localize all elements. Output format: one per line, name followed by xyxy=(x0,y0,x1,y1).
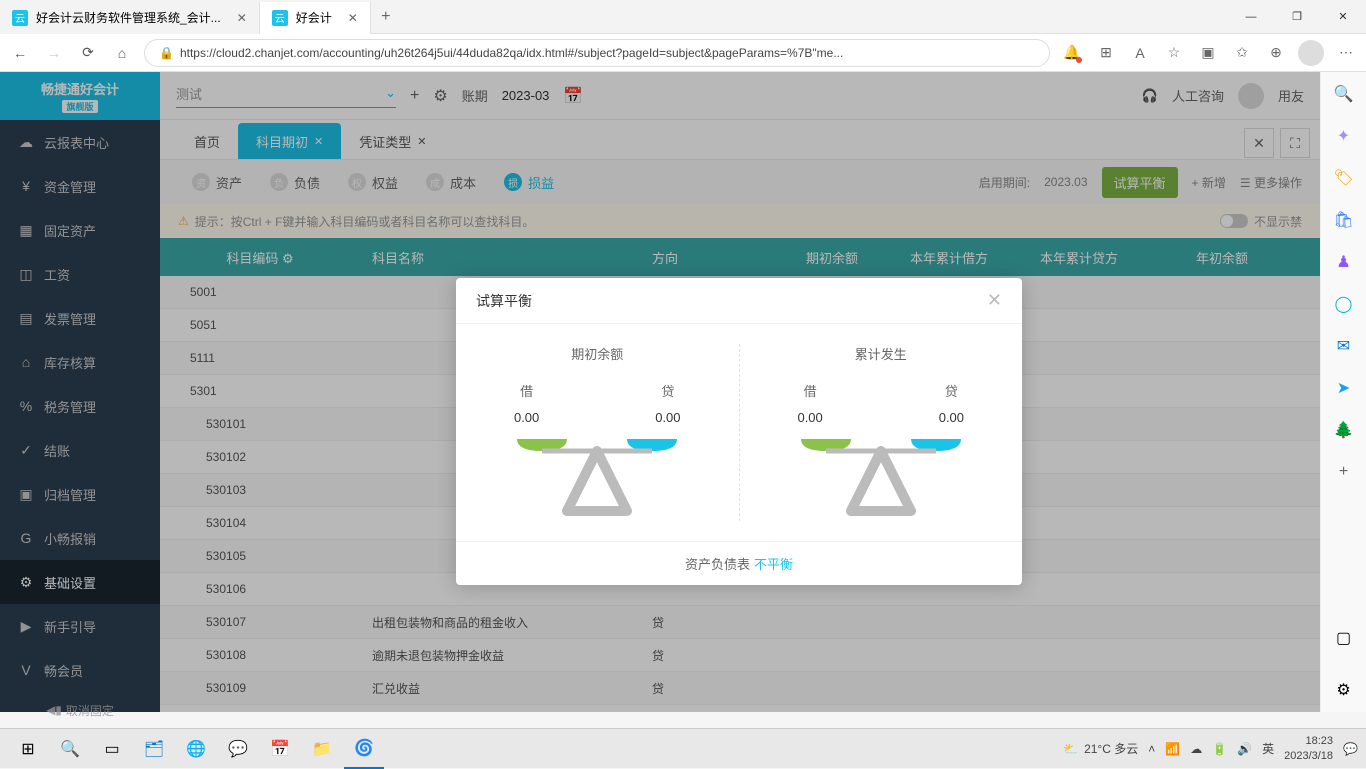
start-button[interactable]: ⊞ xyxy=(8,729,48,769)
more-icon[interactable]: ⋯ xyxy=(1334,41,1358,65)
tab-favicon: 云 xyxy=(272,10,288,26)
footer-text: 资产负债表 xyxy=(685,554,750,573)
address-bar[interactable]: 🔒 https://cloud2.chanjet.com/accounting/… xyxy=(144,39,1050,67)
debit-label: 借 xyxy=(520,381,533,400)
pane-title: 期初余额 xyxy=(571,344,623,363)
right-rail: 🔍 ✦ 🏷 🛍 ♟ ◯ ✉ ➤ 🌲 + ▢ ⚙ xyxy=(1320,72,1366,712)
date: 2023/3/18 xyxy=(1284,749,1333,763)
favorite-icon[interactable]: ☆ xyxy=(1162,41,1186,65)
tab-title: 好会计云财务软件管理系统_会计... xyxy=(36,9,221,26)
edge-icon[interactable]: 🌀 xyxy=(344,729,384,769)
cloud-icon[interactable]: ☁ xyxy=(1190,742,1202,756)
url-text: https://cloud2.chanjet.com/accounting/uh… xyxy=(180,46,843,60)
notification-icon[interactable]: 🔔 xyxy=(1060,41,1084,65)
wechat-icon[interactable]: 💬 xyxy=(218,729,258,769)
tray-chevron-icon[interactable]: ˄ xyxy=(1148,742,1155,756)
modal-body: 期初余额 借 贷 0.00 0.00 累计发生 借 贷 0 xyxy=(456,324,1022,541)
wifi-icon[interactable]: 📶 xyxy=(1165,742,1180,756)
sparkle-icon[interactable]: ✦ xyxy=(1332,124,1356,148)
shopping-icon[interactable]: 🛍 xyxy=(1332,208,1356,232)
cumulative-pane: 累计发生 借 贷 0.00 0.00 xyxy=(740,344,1023,521)
text-size-icon[interactable]: A xyxy=(1128,41,1152,65)
battery-icon[interactable]: 🔋 xyxy=(1212,742,1227,756)
calendar-icon[interactable]: 📅 xyxy=(260,729,300,769)
browser-tab-strip: 云 好会计云财务软件管理系统_会计... ✕ 云 好会计 ✕ + — ❐ ✕ xyxy=(0,0,1366,34)
chess-icon[interactable]: ♟ xyxy=(1332,250,1356,274)
outlook-icon[interactable]: ✉ xyxy=(1332,334,1356,358)
tag-icon[interactable]: 🏷 xyxy=(1332,166,1356,190)
tab-close-icon[interactable]: ✕ xyxy=(348,11,358,25)
debit-value: 0.00 xyxy=(514,410,539,425)
pane-title: 累计发生 xyxy=(855,344,907,363)
forward-button[interactable]: → xyxy=(42,41,66,65)
tab-favicon: 云 xyxy=(12,10,28,26)
debit-value: 0.00 xyxy=(797,410,822,425)
modal-close-button[interactable]: ✕ xyxy=(987,290,1002,311)
notification-center-icon[interactable]: 💬 xyxy=(1343,742,1358,756)
time: 18:23 xyxy=(1306,734,1334,748)
clock[interactable]: 18:23 2023/3/18 xyxy=(1284,734,1333,763)
unbalanced-link[interactable]: 不平衡 xyxy=(754,554,793,573)
circle-icon[interactable]: ◯ xyxy=(1332,292,1356,316)
lock-icon: 🔒 xyxy=(159,46,174,60)
balance-scale-icon xyxy=(771,431,991,521)
taskbar: ⊞ 🔍 ▭ 🗂 🌐 💬 📅 📁 🌀 ⛅ 21°C 多云 ˄ 📶 ☁ 🔋 🔊 英 … xyxy=(0,728,1366,768)
add-rail-icon[interactable]: + xyxy=(1332,460,1356,484)
debit-label: 借 xyxy=(804,381,817,400)
new-tab-button[interactable]: + xyxy=(371,8,401,26)
close-button[interactable]: ✕ xyxy=(1320,0,1366,34)
window-controls: — ❐ ✕ xyxy=(1228,0,1366,34)
minimize-button[interactable]: — xyxy=(1228,0,1274,34)
modal-header: 试算平衡 ✕ xyxy=(456,278,1022,324)
credit-label: 贷 xyxy=(661,381,674,400)
pane-values: 0.00 0.00 xyxy=(456,410,739,425)
tree-icon[interactable]: 🌲 xyxy=(1332,418,1356,442)
search-button[interactable]: 🔍 xyxy=(50,729,90,769)
back-button[interactable]: ← xyxy=(8,41,32,65)
trial-balance-modal: 试算平衡 ✕ 期初余额 借 贷 0.00 0.00 累计发生 借 xyxy=(456,278,1022,585)
gear-rail-icon[interactable]: ⚙ xyxy=(1332,678,1356,702)
panel-icon[interactable]: ▢ xyxy=(1332,626,1356,650)
home-button[interactable]: ⌂ xyxy=(110,41,134,65)
volume-icon[interactable]: 🔊 xyxy=(1237,742,1252,756)
weather-icon: ⛅ xyxy=(1063,742,1078,756)
weather-widget[interactable]: ⛅ 21°C 多云 xyxy=(1063,740,1138,757)
browser-tab-1[interactable]: 云 好会计 ✕ xyxy=(260,2,371,34)
refresh-button[interactable]: ⟳ xyxy=(76,41,100,65)
browser-toolbar: ← → ⟳ ⌂ 🔒 https://cloud2.chanjet.com/acc… xyxy=(0,34,1366,72)
send-icon[interactable]: ➤ xyxy=(1332,376,1356,400)
modal-title: 试算平衡 xyxy=(476,291,532,311)
modal-footer: 资产负债表 不平衡 xyxy=(456,541,1022,585)
credit-label: 贷 xyxy=(945,381,958,400)
taskbar-right: ⛅ 21°C 多云 ˄ 📶 ☁ 🔋 🔊 英 18:23 2023/3/18 💬 xyxy=(1063,734,1358,763)
menu-icon[interactable]: ⊕ xyxy=(1264,41,1288,65)
pane-values: 0.00 0.00 xyxy=(740,410,1023,425)
task-view-button[interactable]: ▭ xyxy=(92,729,132,769)
balance-scale-icon xyxy=(487,431,707,521)
explorer-icon[interactable]: 🗂 xyxy=(134,729,174,769)
search-icon[interactable]: 🔍 xyxy=(1332,82,1356,106)
credit-value: 0.00 xyxy=(655,410,680,425)
browser-tab-0[interactable]: 云 好会计云财务软件管理系统_会计... ✕ xyxy=(0,2,260,34)
weather-text: 21°C 多云 xyxy=(1084,740,1138,757)
maximize-button[interactable]: ❐ xyxy=(1274,0,1320,34)
folder-icon[interactable]: 📁 xyxy=(302,729,342,769)
pane-labels: 借 贷 xyxy=(456,381,739,400)
chrome-icon[interactable]: 🌐 xyxy=(176,729,216,769)
tab-title: 好会计 xyxy=(296,9,332,26)
tab-close-icon[interactable]: ✕ xyxy=(237,11,247,25)
ime-indicator[interactable]: 英 xyxy=(1262,740,1274,757)
profile-avatar[interactable] xyxy=(1298,40,1324,66)
collections-icon[interactable]: ▣ xyxy=(1196,41,1220,65)
opening-balance-pane: 期初余额 借 贷 0.00 0.00 xyxy=(456,344,740,521)
credit-value: 0.00 xyxy=(939,410,964,425)
favorites-bar-icon[interactable]: ✩ xyxy=(1230,41,1254,65)
extension-icon[interactable]: ⊞ xyxy=(1094,41,1118,65)
pane-labels: 借 贷 xyxy=(740,381,1023,400)
